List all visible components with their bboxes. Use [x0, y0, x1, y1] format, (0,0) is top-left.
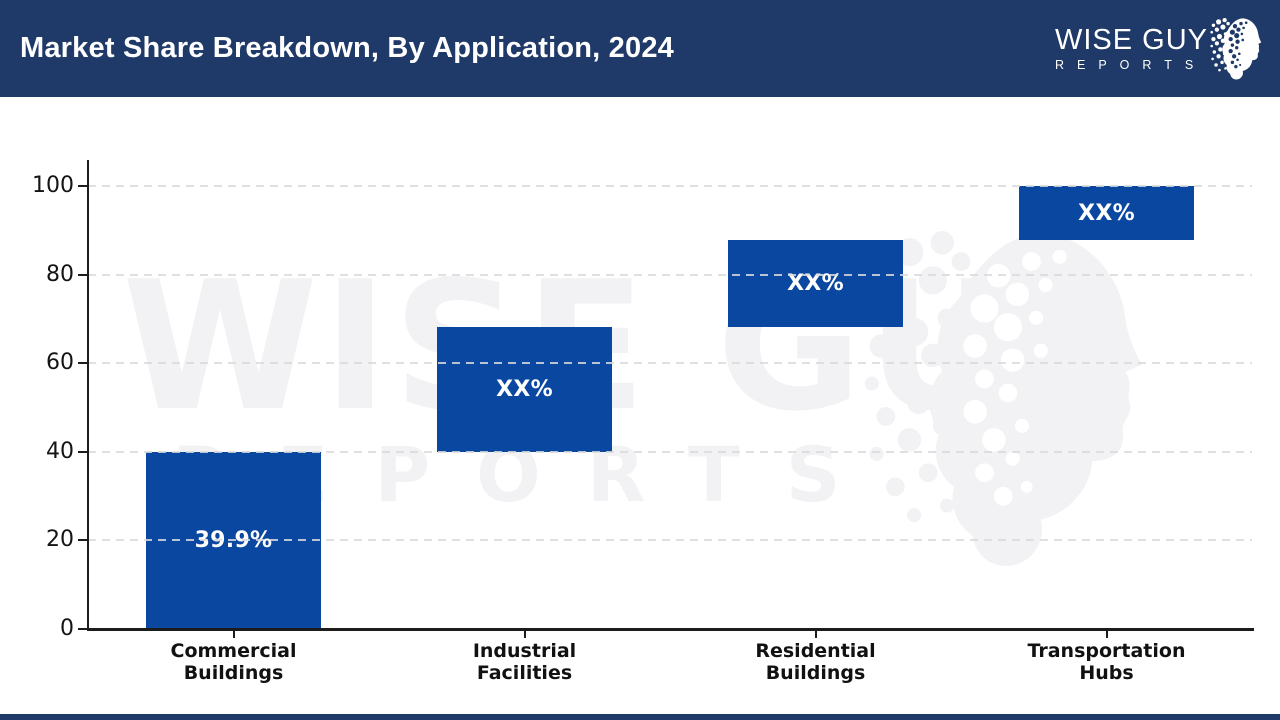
gridline-60	[88, 362, 1252, 365]
bar-value-label: XX%	[1078, 200, 1135, 226]
gridline-80	[88, 273, 1252, 276]
y-axis-spine	[86, 160, 89, 631]
x-category-label-residential-buildings: Residential Buildings	[696, 640, 936, 684]
y-tick-20	[78, 539, 87, 542]
gridline-100	[88, 185, 1252, 187]
header-bar: Market Share Breakdown, By Application, …	[0, 0, 1280, 97]
chart-title: Market Share Breakdown, By Application, …	[20, 32, 674, 64]
bar-industrial-facilities: XX%	[437, 326, 612, 453]
brand-logo-text: WISE GUY REPORTS	[1055, 25, 1208, 72]
bar-value-label: XX%	[496, 377, 553, 403]
y-tick-label-20: 20	[46, 527, 74, 553]
y-tick-label-80: 80	[46, 261, 74, 287]
y-tick-40	[78, 450, 87, 453]
bar-transportation-hubs: XX%	[1019, 186, 1194, 241]
x-category-label-line: Commercial	[170, 640, 297, 662]
y-tick-label-40: 40	[46, 438, 74, 464]
x-category-label-line: Residential	[755, 640, 876, 662]
footer-bar	[0, 714, 1280, 720]
x-tick-commercial-buildings	[232, 629, 235, 638]
gridline-20	[88, 539, 1252, 542]
x-axis-spine	[87, 628, 1254, 631]
x-tick-transportation-hubs	[1105, 629, 1108, 638]
y-tick-label-100: 100	[32, 173, 74, 198]
x-tick-residential-buildings	[814, 629, 817, 638]
x-category-label-line: Transportation	[1027, 640, 1186, 662]
x-tick-industrial-facilities	[523, 629, 526, 638]
brand-face-icon	[1210, 9, 1266, 89]
y-tick-60	[78, 362, 87, 365]
y-tick-0	[78, 628, 87, 630]
x-category-label-line: Industrial	[472, 640, 577, 662]
x-category-label-line: Hubs	[1079, 661, 1134, 684]
y-tick-100	[78, 185, 87, 187]
x-category-label-transportation-hubs: Transportation Hubs	[987, 640, 1227, 684]
x-category-label-line: Buildings	[765, 661, 866, 684]
x-category-label-commercial-buildings: Commercial Buildings	[114, 640, 354, 684]
x-category-label-line: Facilities	[476, 661, 573, 684]
brand-logo: WISE GUY REPORTS	[1055, 9, 1266, 89]
brand-subname: REPORTS	[1054, 58, 1207, 72]
x-category-label-industrial-facilities: Industrial Facilities	[405, 640, 645, 684]
brand-name: WISE GUY	[1054, 24, 1208, 56]
bar-residential-buildings: XX%	[728, 240, 903, 327]
watermark-face-icon	[856, 224, 1174, 576]
x-category-label-line: Buildings	[183, 661, 284, 684]
gridline-40	[88, 450, 1252, 453]
y-tick-label-0: 0	[60, 616, 74, 641]
y-tick-label-60: 60	[46, 350, 74, 376]
y-tick-80	[78, 273, 87, 276]
